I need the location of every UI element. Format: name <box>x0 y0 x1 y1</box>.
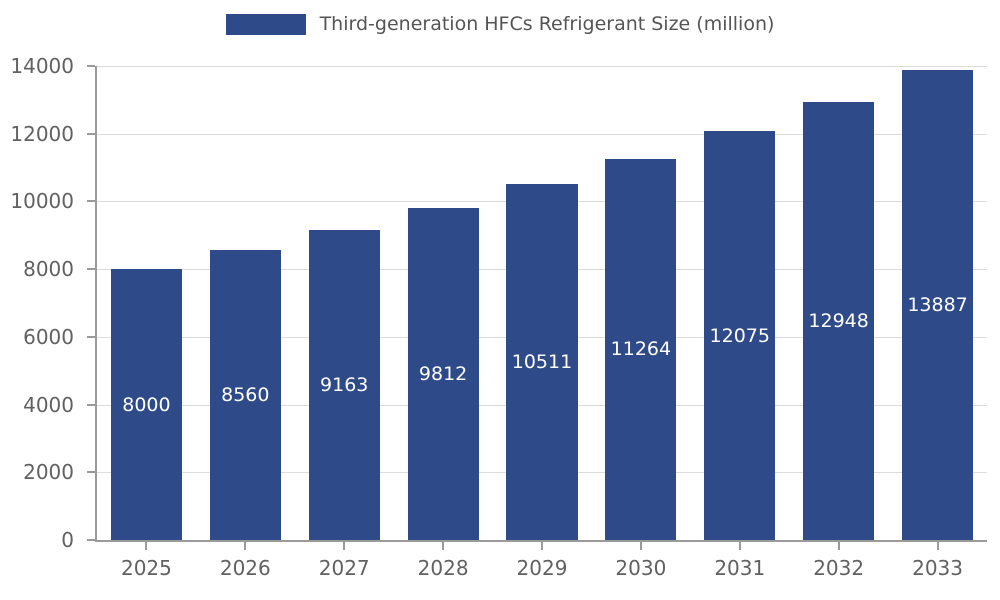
bar-value-label: 12948 <box>808 309 869 332</box>
y-axis-tick <box>87 132 95 135</box>
y-axis-tick-label: 4000 <box>23 392 74 417</box>
x-axis-tick <box>837 542 840 550</box>
gridline <box>97 133 987 135</box>
bar-value-label: 10511 <box>511 351 573 374</box>
x-axis-tick-label: 2026 <box>219 556 271 580</box>
y-axis-tick-label: 12000 <box>10 121 74 146</box>
bar-value-label: 9163 <box>320 373 369 396</box>
bar-value-label: 8560 <box>221 384 270 407</box>
bar-value-label: 11264 <box>610 338 672 361</box>
bar-2030 <box>605 158 677 540</box>
x-axis-tick <box>145 542 148 550</box>
y-axis-tick-label: 6000 <box>23 324 74 349</box>
bar-2026 <box>209 250 281 540</box>
x-axis-tick <box>244 542 247 550</box>
x-axis-tick-label: 2027 <box>318 556 370 580</box>
bar-2031 <box>704 131 776 540</box>
y-axis-tick-label: 10000 <box>10 189 74 214</box>
legend: Third-generation HFCs Refrigerant Size (… <box>0 13 1000 35</box>
y-axis-tick <box>87 403 95 406</box>
y-axis: 0 2000 4000 6000 8000 10000 12000 14000 <box>0 54 88 552</box>
bar-2032 <box>803 101 875 540</box>
x-axis-tick-label: 2032 <box>813 556 865 580</box>
gridline <box>97 66 987 67</box>
bar-2025 <box>110 269 183 540</box>
y-axis-tick <box>87 65 95 67</box>
x-axis-tick <box>936 542 939 550</box>
x-axis-tick-label: 2031 <box>714 556 766 580</box>
bar-value-label: 8000 <box>122 393 171 416</box>
y-axis-tick <box>87 268 95 271</box>
x-axis-tick-label: 2030 <box>615 556 667 580</box>
y-axis-tick <box>87 335 95 338</box>
x-axis-tick-label: 2028 <box>417 556 469 580</box>
y-axis-tick <box>87 200 95 203</box>
y-axis-tick-label: 2000 <box>23 460 74 485</box>
x-axis-tick-label: 2033 <box>912 556 963 580</box>
y-axis-tick-label: 14000 <box>10 54 74 78</box>
bar-value-label: 13887 <box>907 293 968 316</box>
bar-2029 <box>506 184 578 540</box>
y-axis-tick <box>87 471 95 474</box>
y-axis-tick-label: 8000 <box>23 257 74 282</box>
legend-swatch <box>225 13 306 35</box>
plot-area: 8000 2025 8560 2026 9163 2027 9812 2028 10511 202… <box>87 65 987 580</box>
x-axis-tick <box>738 542 741 550</box>
y-axis-tick-label: 0 <box>61 528 74 552</box>
x-axis-tick <box>639 542 642 550</box>
x-axis-tick-label: 2025 <box>120 556 172 580</box>
x-axis-tick <box>442 542 445 550</box>
bar-2027 <box>308 229 380 540</box>
bar-2033 <box>901 69 974 540</box>
x-axis-tick <box>541 542 543 550</box>
x-axis-tick-label: 2029 <box>516 556 568 580</box>
bar-value-label: 12075 <box>709 324 770 347</box>
legend-label: Third-generation HFCs Refrigerant Size (… <box>319 13 775 35</box>
bar-value-label: 9812 <box>418 362 468 385</box>
bar-2028 <box>407 207 479 540</box>
x-axis-tick <box>343 542 346 550</box>
y-axis-tick <box>87 539 95 541</box>
